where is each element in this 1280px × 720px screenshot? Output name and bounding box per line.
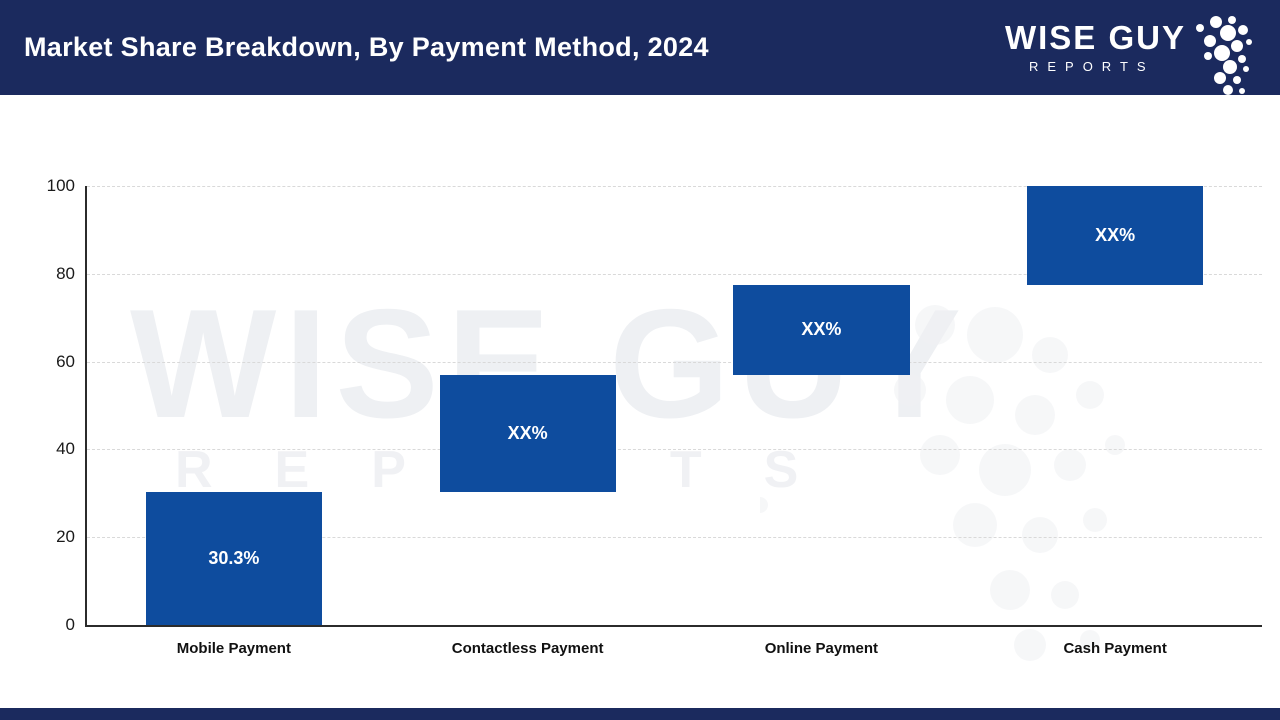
gridline: [87, 361, 1262, 363]
brand-logo-subtext: REPORTS: [1028, 59, 1155, 75]
bar-mobile-payment: 30.3%: [145, 491, 322, 625]
bar-value-label: 30.3%: [208, 547, 260, 568]
bar-value-label: XX%: [1095, 224, 1136, 245]
x-axis-category-label: Contactless Payment: [451, 640, 604, 657]
y-axis-tick-label: 40: [56, 439, 75, 459]
bar-cash-payment: XX%: [1027, 186, 1204, 285]
x-axis-category-label: Mobile Payment: [176, 640, 291, 657]
x-axis-category-label: Online Payment: [764, 640, 879, 657]
brand-head-icon: [1196, 15, 1252, 95]
brand-logo: WISE GUY REPORTS: [1004, 15, 1256, 95]
gridline: [87, 186, 1262, 187]
gridline: [87, 537, 1262, 539]
brand-logo-text: WISE GUY: [1004, 18, 1186, 56]
y-axis-tick-label: 60: [56, 351, 75, 371]
bar-contactless-payment: XX%: [439, 374, 616, 492]
bar-online-payment: XX%: [733, 284, 910, 375]
x-axis-category-label: Cash Payment: [1063, 640, 1167, 657]
chart-area: WISE GUY REPORTS 02040608010030.3%Mobile…: [0, 95, 1280, 708]
footer-bar: [0, 708, 1280, 720]
header: Market Share Breakdown, By Payment Metho…: [0, 0, 1280, 95]
y-axis-tick-label: 80: [56, 263, 75, 283]
gridline: [87, 449, 1262, 451]
bar-value-label: XX%: [801, 319, 842, 340]
y-axis-tick-label: 100: [46, 176, 75, 195]
y-axis-tick-label: 0: [65, 615, 75, 634]
plot-area: 0 20 40 60 80 100 30.3% Mobile Payment XX% Contac…: [47, 176, 1262, 657]
bar-value-label: XX%: [507, 422, 548, 443]
chart-title: Market Share Breakdown, By Payment Metho…: [24, 32, 709, 62]
gridline: [87, 273, 1262, 275]
y-axis-tick-label: 20: [56, 527, 75, 547]
